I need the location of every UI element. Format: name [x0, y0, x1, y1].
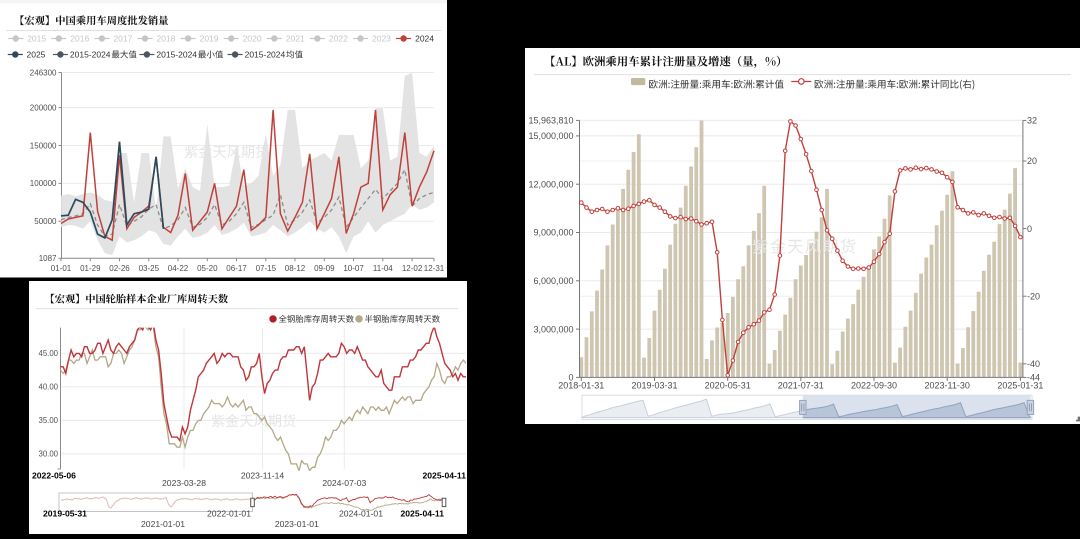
svg-text:2021-01-01: 2021-01-01 — [141, 519, 185, 529]
svg-text:2015: 2015 — [27, 34, 46, 44]
svg-text:2022-05-06: 2022-05-06 — [32, 471, 76, 481]
svg-text:07-15: 07-15 — [256, 264, 277, 273]
svg-text:-40: -40 — [1027, 359, 1040, 369]
svg-text:2019: 2019 — [200, 34, 219, 44]
svg-text:12-31: 12-31 — [424, 264, 445, 273]
svg-text:3,000,000: 3,000,000 — [533, 324, 573, 334]
svg-text:6,000,000: 6,000,000 — [533, 276, 573, 286]
svg-text:246300: 246300 — [30, 68, 57, 77]
svg-text:32: 32 — [1027, 116, 1037, 126]
svg-text:40.00: 40.00 — [38, 383, 58, 392]
svg-text:2024: 2024 — [415, 34, 434, 44]
svg-text:2015-2024: 2015-2024 — [245, 50, 286, 60]
svg-text:2021: 2021 — [286, 34, 305, 44]
svg-text:11-04: 11-04 — [373, 264, 393, 273]
svg-text:04-22: 04-22 — [168, 264, 189, 273]
svg-text:0: 0 — [1027, 224, 1032, 234]
svg-text:09-09: 09-09 — [314, 264, 335, 273]
svg-text:2024-01-01: 2024-01-01 — [339, 508, 383, 518]
svg-text:35.00: 35.00 — [38, 416, 58, 425]
svg-text:45.00: 45.00 — [38, 349, 58, 358]
svg-text:12-02: 12-02 — [402, 264, 423, 273]
svg-text:50000: 50000 — [34, 217, 57, 226]
svg-text:15,000,000: 15,000,000 — [528, 131, 573, 141]
svg-text:2025-04-11: 2025-04-11 — [423, 471, 467, 481]
svg-text:2022-01-01: 2022-01-01 — [207, 508, 251, 518]
svg-text:20: 20 — [1027, 156, 1037, 166]
svg-text:1087: 1087 — [39, 254, 57, 263]
svg-text:2021-07-31: 2021-07-31 — [778, 381, 824, 391]
svg-text:08-12: 08-12 — [285, 264, 306, 273]
svg-text:-20: -20 — [1027, 291, 1040, 301]
svg-text:150000: 150000 — [30, 141, 57, 150]
svg-text:2017: 2017 — [113, 34, 132, 44]
svg-text:0: 0 — [568, 373, 573, 383]
svg-text:2023-01-01: 2023-01-01 — [275, 519, 319, 529]
svg-text:2015-2024: 2015-2024 — [156, 50, 197, 60]
svg-text:01-29: 01-29 — [80, 264, 101, 273]
svg-text:9,000,000: 9,000,000 — [533, 228, 573, 238]
svg-text:-44: -44 — [1027, 373, 1040, 383]
svg-text:100000: 100000 — [30, 179, 57, 188]
svg-text:2018: 2018 — [157, 34, 176, 44]
svg-text:01-01: 01-01 — [51, 264, 72, 273]
svg-text:2016: 2016 — [70, 34, 89, 44]
svg-text:30.00: 30.00 — [38, 450, 58, 459]
svg-text:2020: 2020 — [243, 34, 262, 44]
svg-text:2024-07-03: 2024-07-03 — [322, 478, 366, 488]
svg-text:10-07: 10-07 — [343, 264, 364, 273]
svg-text:2023-03-28: 2023-03-28 — [162, 478, 206, 488]
svg-text:15,963,810: 15,963,810 — [528, 116, 573, 126]
svg-text:2020-05-31: 2020-05-31 — [705, 381, 751, 391]
svg-text:2023-11-30: 2023-11-30 — [925, 381, 970, 391]
svg-text:2015-2024: 2015-2024 — [70, 50, 111, 60]
svg-text:2025: 2025 — [27, 50, 46, 60]
svg-text:12,000,000: 12,000,000 — [528, 179, 573, 189]
svg-text:2023: 2023 — [372, 34, 391, 44]
svg-text:2018-01-31: 2018-01-31 — [558, 381, 604, 391]
svg-text:03-25: 03-25 — [139, 264, 160, 273]
svg-text:05-20: 05-20 — [197, 264, 218, 273]
svg-text:2022: 2022 — [329, 34, 348, 44]
svg-text:200000: 200000 — [30, 103, 57, 112]
svg-text:06-17: 06-17 — [226, 264, 247, 273]
svg-text:2019-03-31: 2019-03-31 — [631, 381, 677, 391]
svg-text:2019-05-31: 2019-05-31 — [43, 508, 87, 518]
svg-text:2025-04-11: 2025-04-11 — [401, 508, 445, 518]
svg-text:2023-11-14: 2023-11-14 — [241, 471, 285, 481]
svg-text:2022-09-30: 2022-09-30 — [851, 381, 897, 391]
svg-text:2025-01-31: 2025-01-31 — [997, 381, 1043, 391]
svg-text:02-26: 02-26 — [109, 264, 130, 273]
